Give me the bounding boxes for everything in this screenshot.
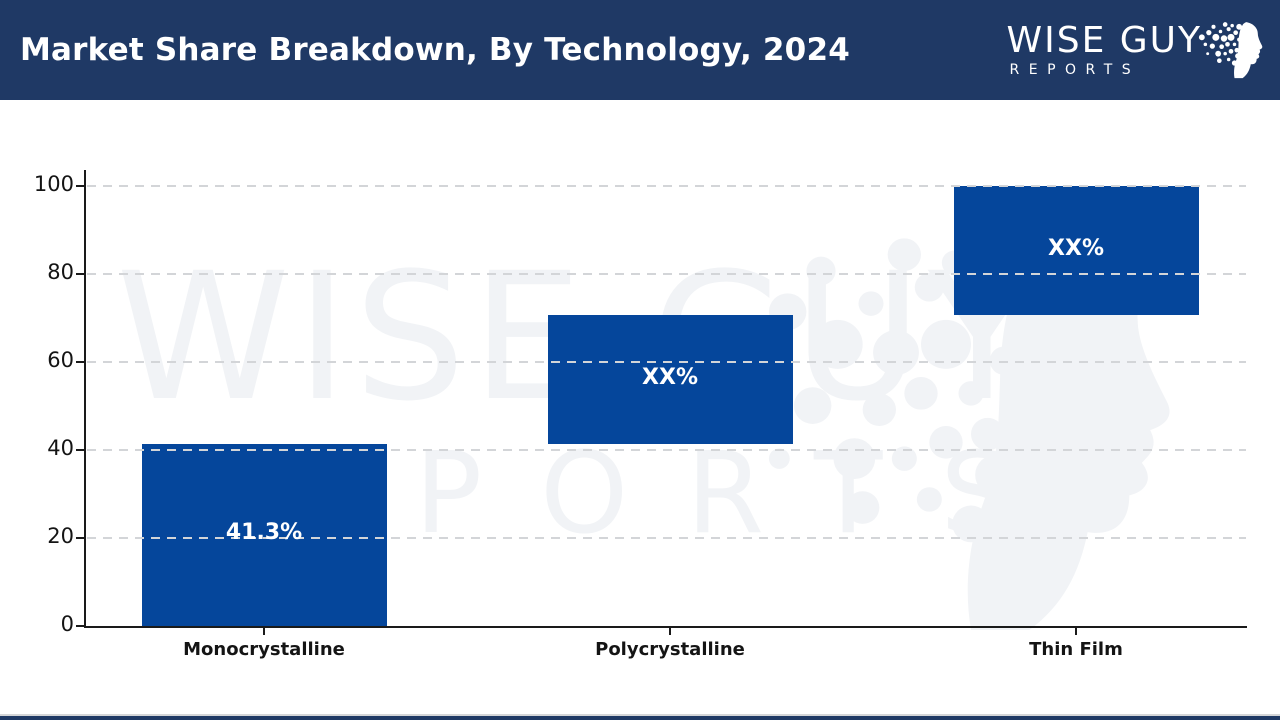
- logo-wordmark: WISE GUY: [1006, 19, 1202, 61]
- header: Market Share Breakdown, By Technology, 2…: [0, 0, 1280, 100]
- gridline: [87, 185, 1246, 187]
- y-tick-label: 100: [33, 172, 74, 196]
- y-tick-label: 80: [47, 260, 74, 284]
- y-tick-mark: [76, 185, 85, 187]
- bar-thin-film: [953, 186, 1199, 316]
- y-tick-label: 20: [47, 524, 74, 548]
- x-axis-line: [84, 626, 1247, 628]
- gridline: [87, 449, 1246, 451]
- bar-value-label: XX%: [1048, 235, 1104, 261]
- x-axis-label-monocrystalline: Monocrystalline: [183, 639, 345, 660]
- brand-logo: WISE GUY REPORTS: [1007, 20, 1267, 80]
- bar-monocrystalline: [141, 444, 387, 626]
- y-tick-label: 0: [60, 612, 74, 636]
- chart-area: WISE GUY REPORTS 02040608010041.3%Monocr…: [0, 100, 1280, 716]
- bar-value-label: XX%: [642, 364, 698, 390]
- x-tick-mark: [669, 628, 671, 635]
- gridline: [87, 361, 1246, 363]
- footer-bar: [0, 714, 1280, 720]
- y-tick-mark: [76, 625, 85, 627]
- y-axis-line: [84, 170, 86, 628]
- y-tick-label: 60: [47, 348, 74, 372]
- x-tick-mark: [263, 628, 265, 635]
- brand-logo-text: WISE GUY REPORTS: [1006, 19, 1203, 78]
- x-tick-mark: [1075, 628, 1077, 635]
- x-axis-label-polycrystalline: Polycrystalline: [595, 639, 745, 660]
- y-tick-mark: [76, 361, 85, 363]
- logo-subtext: REPORTS: [1009, 61, 1141, 78]
- bar-polycrystalline: [547, 315, 793, 445]
- y-tick-mark: [76, 273, 85, 275]
- y-tick-mark: [76, 537, 85, 539]
- bar-value-label: 41.3%: [225, 520, 303, 546]
- y-tick-mark: [76, 449, 85, 451]
- gridline: [87, 273, 1246, 275]
- y-tick-label: 40: [47, 436, 74, 460]
- x-axis-label-thin-film: Thin Film: [1029, 639, 1123, 660]
- page-title: Market Share Breakdown, By Technology, 2…: [20, 32, 850, 68]
- logo-head-icon: [1196, 18, 1266, 80]
- gridline: [87, 537, 1246, 539]
